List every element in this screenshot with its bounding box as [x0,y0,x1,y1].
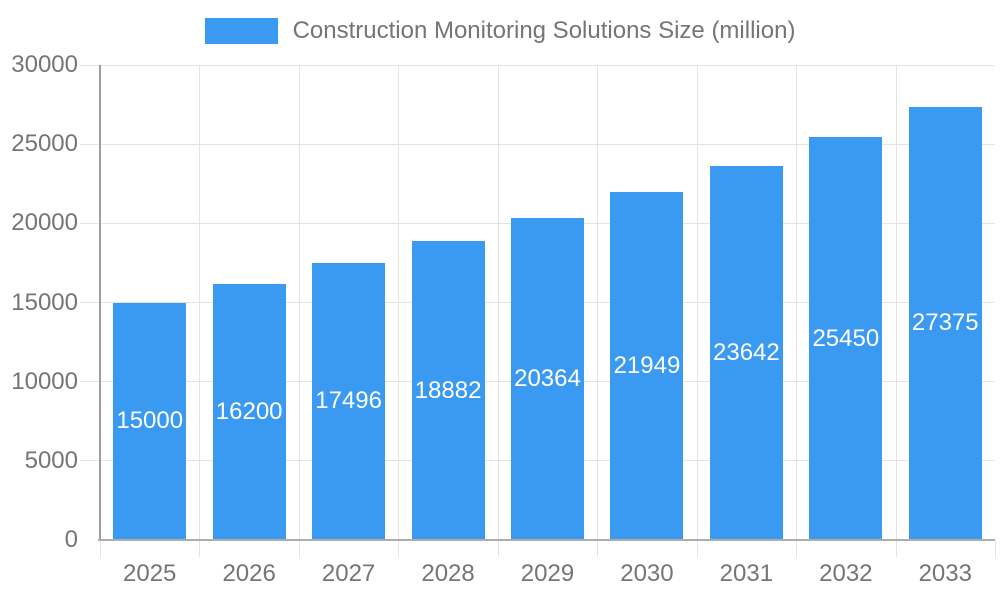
bar-2029 [511,217,584,540]
x-axis-tick [796,540,798,557]
x-axis-tick-label: 2030 [620,560,674,587]
y-axis-tick-label: 0 [64,526,78,553]
bar-2026 [212,283,286,540]
y-gridline [80,64,995,66]
x-axis-tick-label: 2026 [222,560,276,587]
bar-2031 [709,165,783,540]
bar-2025 [113,302,187,540]
bar-2028 [411,241,485,540]
bar-value-label: 21949 [613,352,681,380]
y-axis-tick-label: 25000 [11,130,78,158]
x-gridline [696,65,698,540]
bar-value-label: 25450 [812,324,880,352]
bar-value-label: 15000 [116,407,184,435]
bar-2030 [610,192,684,540]
x-axis-tick-label: 2029 [520,560,575,587]
bar-2032 [809,137,883,540]
x-gridline [199,65,201,540]
x-axis-tick [597,540,599,557]
x-axis-tick [298,540,300,557]
x-gridline [497,65,499,540]
x-axis-tick [696,540,698,557]
x-axis-tick [100,540,101,557]
x-gridline [398,65,400,540]
bar-value-label: 18882 [414,376,482,404]
x-gridline [597,65,599,540]
x-axis-tick-label: 2033 [918,560,972,587]
bar-value-label: 16200 [215,397,283,425]
x-axis-tick-label: 2025 [123,560,177,587]
x-axis-tick-label: 2028 [421,560,475,587]
x-axis-tick [995,540,996,557]
legend-swatch [204,18,278,44]
x-axis-tick [199,540,201,557]
x-axis-tick [497,540,499,557]
y-axis-tick-label: 5000 [24,446,78,474]
x-axis-tick [895,540,897,557]
x-axis-line [98,539,995,541]
y-axis-tick-label: 15000 [11,288,78,316]
bar-2027 [312,262,386,540]
x-gridline [796,65,798,540]
x-axis-tick-label: 2031 [719,560,774,587]
y-axis-tick-label: 20000 [11,209,78,237]
bar-2033 [908,106,982,540]
bar-value-label: 17496 [315,387,382,415]
bar-value-label: 23642 [713,338,780,366]
x-axis-tick [398,540,400,557]
y-axis-line [99,65,101,541]
x-axis-tick-label: 2032 [819,560,873,587]
legend-title: Construction Monitoring Solutions Size (… [292,17,796,44]
y-axis-tick-label: 30000 [11,51,78,78]
chart-legend[interactable]: Construction Monitoring Solutions Size (… [0,17,1000,45]
bar-value-label: 20364 [514,364,581,392]
y-gridline [80,143,995,145]
x-gridline [298,65,300,540]
x-axis-tick-label: 2027 [321,560,376,587]
x-gridline [895,65,897,540]
y-axis-tick-label: 10000 [11,367,78,395]
bar-value-label: 27375 [911,309,979,337]
